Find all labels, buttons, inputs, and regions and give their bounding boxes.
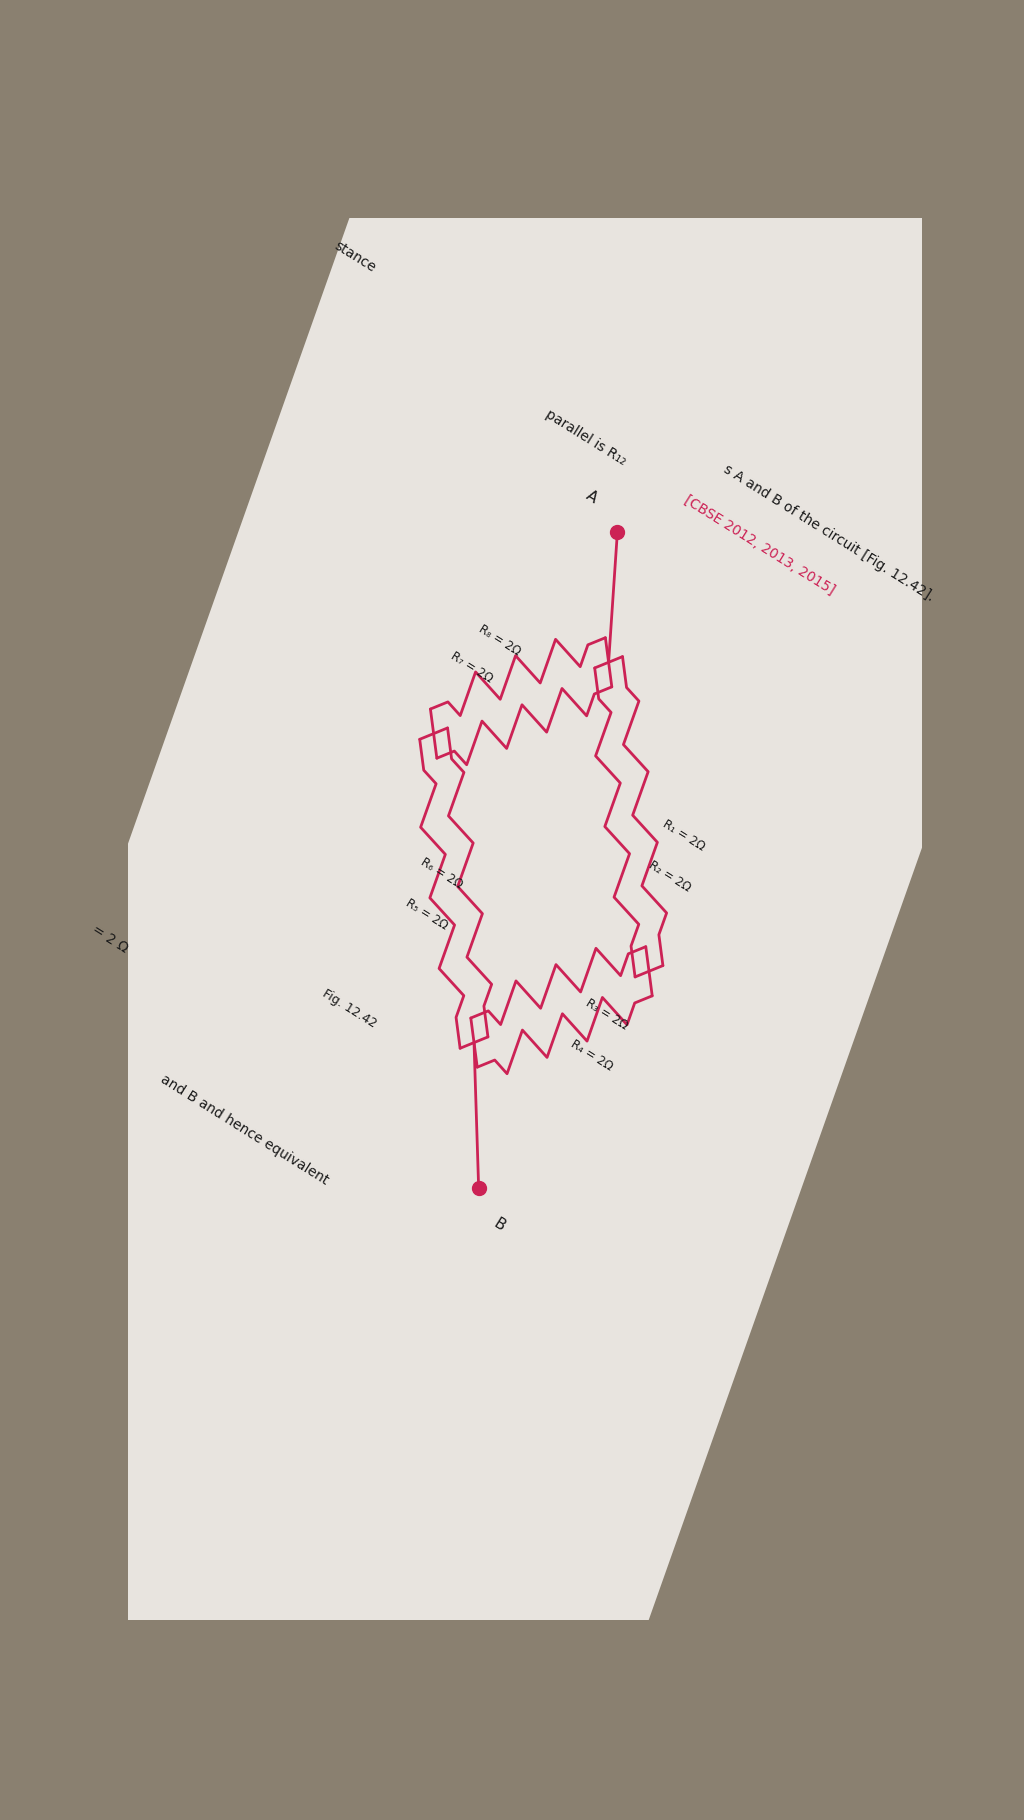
Text: R₅ = 2Ω: R₅ = 2Ω [403,897,450,932]
Text: and B and hence equivalent: and B and hence equivalent [159,1072,331,1188]
Text: = 2 Ω: = 2 Ω [90,923,131,956]
Text: R₆ = 2Ω: R₆ = 2Ω [418,855,465,892]
Text: stance: stance [332,238,378,275]
Text: s A and B of the circuit [Fig. 12.42].: s A and B of the circuit [Fig. 12.42]. [721,462,936,604]
Text: R₃ = 2Ω: R₃ = 2Ω [584,996,630,1032]
Text: R₄ = 2Ω: R₄ = 2Ω [568,1037,615,1074]
Text: B: B [490,1216,508,1234]
Text: R₈ = 2Ω: R₈ = 2Ω [477,622,523,659]
Text: R₁ = 2Ω: R₁ = 2Ω [660,817,708,854]
Text: Fig. 12.42: Fig. 12.42 [321,986,379,1030]
Text: [CBSE 2012, 2013, 2015]: [CBSE 2012, 2013, 2015] [681,493,838,597]
Text: R₇ = 2Ω: R₇ = 2Ω [449,650,496,686]
Text: A: A [584,488,600,506]
Text: R₂ = 2Ω: R₂ = 2Ω [646,859,692,895]
Text: parallel is R₁₂: parallel is R₁₂ [544,408,630,468]
